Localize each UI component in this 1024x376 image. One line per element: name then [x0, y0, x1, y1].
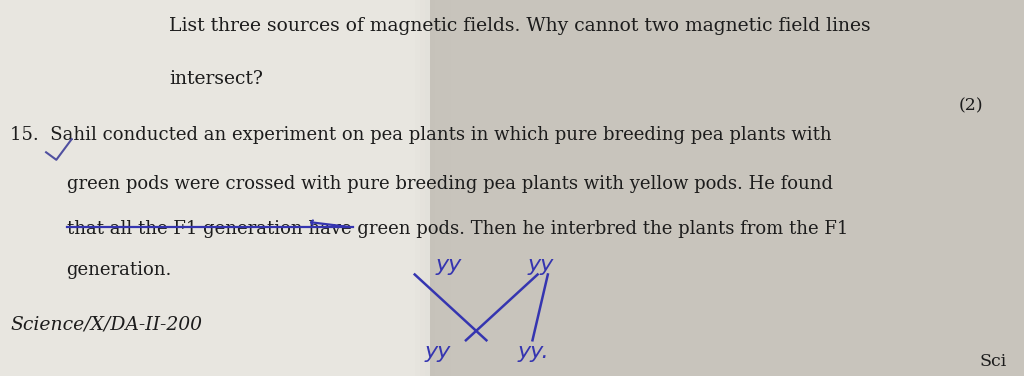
Bar — [410, 0, 415, 376]
Bar — [0, 0, 430, 376]
Bar — [440, 0, 445, 376]
Text: (2): (2) — [958, 98, 983, 115]
Text: List three sources of magnetic fields. Why cannot two magnetic field lines: List three sources of magnetic fields. W… — [169, 17, 870, 35]
Text: intersect?: intersect? — [169, 70, 263, 88]
Bar — [425, 0, 430, 376]
Text: 15.  Sahil conducted an experiment on pea plants in which pure breeding pea plan: 15. Sahil conducted an experiment on pea… — [10, 126, 831, 144]
Text: yy.: yy. — [517, 341, 549, 362]
Text: yy: yy — [527, 255, 554, 275]
Bar — [435, 0, 440, 376]
Bar — [415, 0, 420, 376]
Text: Sci: Sci — [979, 353, 1007, 370]
Text: that all the F1 generation have green pods. Then he interbred the plants from th: that all the F1 generation have green po… — [67, 220, 848, 238]
Bar — [420, 0, 425, 376]
Bar — [430, 0, 435, 376]
Text: generation.: generation. — [67, 261, 172, 279]
Bar — [430, 0, 1024, 376]
Text: green pods were crossed with pure breeding pea plants with yellow pods. He found: green pods were crossed with pure breedi… — [67, 175, 833, 193]
Text: yy: yy — [425, 341, 452, 362]
Text: Science/X/DA-II-200: Science/X/DA-II-200 — [10, 316, 203, 334]
Text: yy: yy — [435, 255, 462, 275]
Bar — [445, 0, 451, 376]
